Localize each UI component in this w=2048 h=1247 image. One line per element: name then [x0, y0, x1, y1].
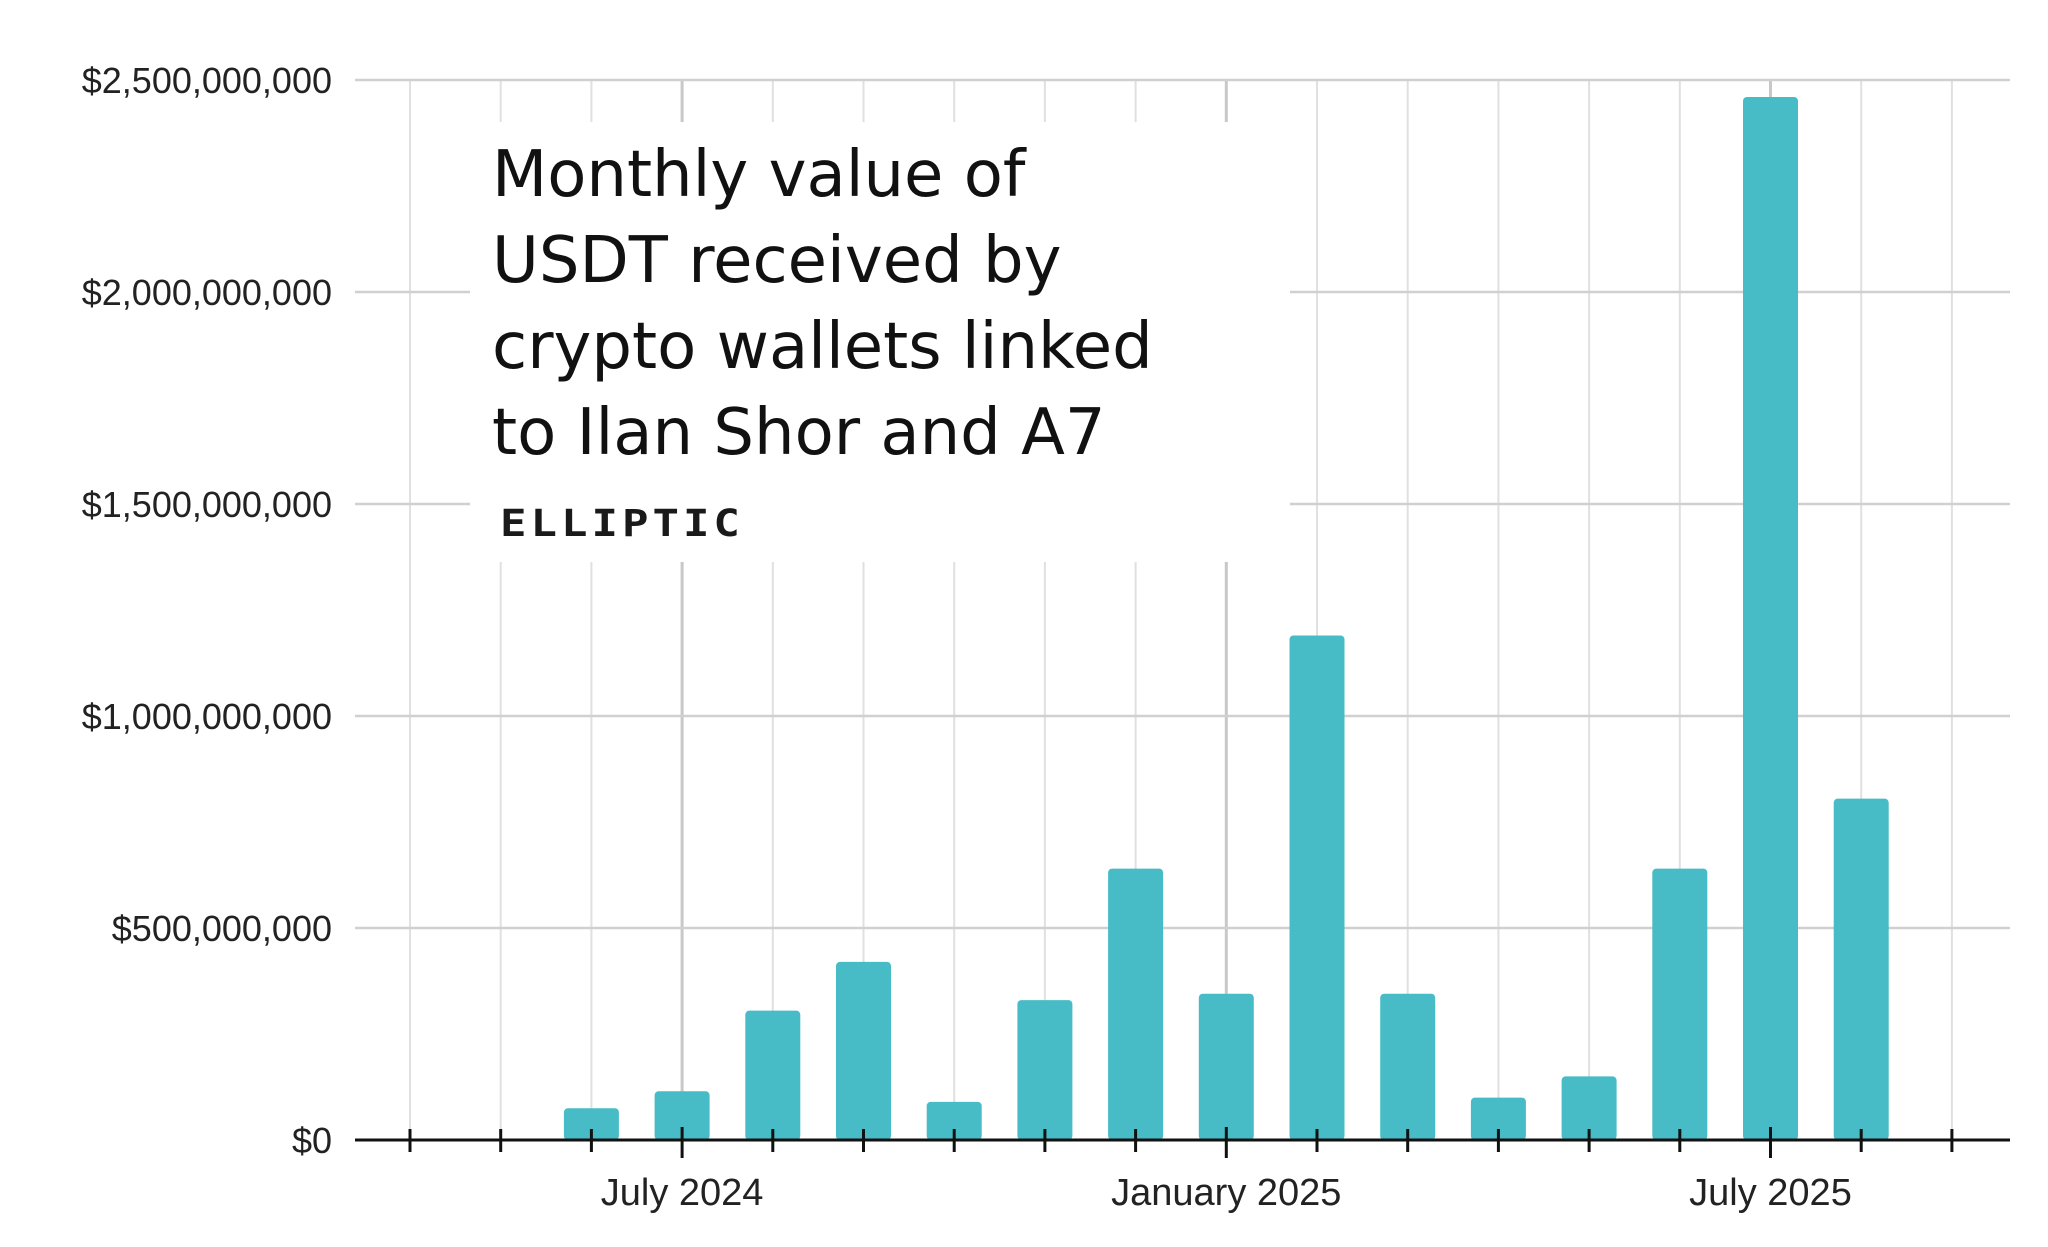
bar — [654, 1091, 710, 1140]
bar — [1198, 993, 1254, 1140]
bar — [1108, 868, 1164, 1140]
y-tick-label: $2,500,000,000 — [82, 60, 332, 101]
bar — [563, 1108, 619, 1140]
bar — [1380, 993, 1436, 1140]
axes — [355, 1127, 2010, 1158]
y-axis-tick-labels: $0 $500,000,000 $1,000,000,000 $1,500,000,0… — [82, 60, 332, 1161]
y-tick-label: $500,000,000 — [112, 908, 332, 949]
x-tick-label: July 2024 — [601, 1172, 764, 1214]
bar — [1743, 96, 1798, 1141]
bar — [745, 1010, 801, 1140]
bar — [1652, 868, 1708, 1140]
title-background — [470, 122, 1290, 562]
y-tick-label: $2,000,000,000 — [82, 272, 332, 313]
chart-title: Monthly value of USDT received by crypto… — [492, 138, 1153, 470]
bar — [836, 961, 891, 1140]
bar — [1017, 1000, 1073, 1140]
y-tick-label: $1,000,000,000 — [82, 696, 332, 737]
x-tick-label: January 2025 — [1111, 1172, 1341, 1214]
bars-group — [563, 96, 1889, 1141]
bar — [1833, 798, 1889, 1140]
x-axis-tick-labels: July 2024 January 2025 July 2025 — [601, 1172, 1852, 1214]
x-tick-label: July 2025 — [1689, 1172, 1852, 1214]
bar — [1470, 1097, 1526, 1140]
elliptic-logo: ELLIPTIC — [500, 502, 744, 546]
y-tick-label: $1,500,000,000 — [82, 484, 332, 525]
bar — [926, 1101, 982, 1140]
y-tick-label: $0 — [292, 1120, 332, 1161]
bar — [1561, 1076, 1617, 1140]
bar — [1289, 635, 1345, 1140]
